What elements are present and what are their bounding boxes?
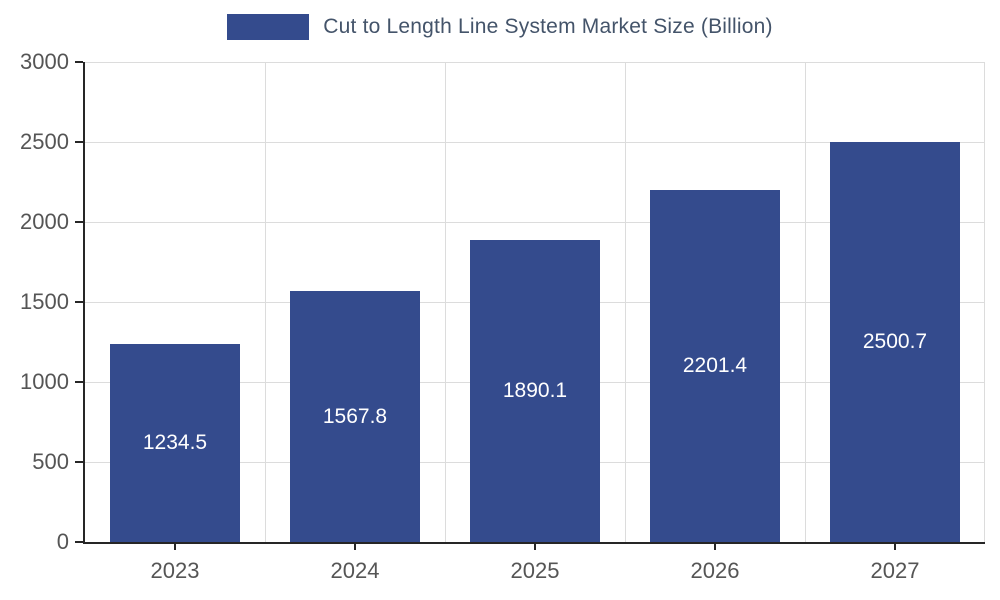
x-tick-mark	[174, 542, 176, 550]
bar-value-label: 2500.7	[862, 329, 928, 353]
bar: 2201.4	[650, 189, 780, 542]
plot-area: 1234.5 1567.8 1890.1 2201.4 2500.7	[83, 61, 985, 544]
bar-value-label: 1234.5	[142, 431, 208, 455]
y-tick-label: 2000	[20, 209, 69, 234]
y-tick-label: 1500	[20, 289, 69, 314]
v-gridline	[444, 62, 446, 542]
legend-swatch	[227, 14, 310, 40]
y-tick-label: 1000	[20, 369, 69, 394]
v-gridline	[984, 62, 985, 542]
x-tick-mark	[534, 542, 536, 550]
chart-legend: Cut to Length Line System Market Size (B…	[0, 14, 1000, 40]
bar: 1567.8	[290, 291, 420, 542]
v-gridline	[264, 62, 266, 542]
x-tick-label: 2027	[870, 558, 920, 583]
x-tick-mark	[894, 542, 896, 550]
x-tick-mark	[354, 542, 356, 550]
h-gridline	[85, 141, 985, 143]
bar: 1890.1	[470, 239, 600, 542]
h-gridline	[85, 61, 985, 63]
x-tick-label: 2024	[330, 558, 380, 583]
y-tick-mark	[75, 61, 83, 63]
y-tick-mark	[75, 301, 83, 303]
y-tick-mark	[75, 141, 83, 143]
x-tick-label: 2025	[510, 558, 560, 583]
y-tick-mark	[75, 461, 83, 463]
y-tick-mark	[75, 221, 83, 223]
chart-title: Cut to Length Line System Market Size (B…	[323, 15, 773, 38]
y-tick-label: 3000	[20, 49, 69, 74]
x-tick-label: 2026	[690, 558, 740, 583]
bar-value-label: 1890.1	[502, 378, 568, 402]
bar: 1234.5	[110, 344, 240, 542]
x-tick-label: 2023	[150, 558, 200, 583]
y-tick-mark	[75, 381, 83, 383]
bar-value-label: 2201.4	[682, 353, 748, 377]
y-tick-label: 0	[56, 529, 69, 554]
bar: 2500.7	[830, 141, 960, 542]
v-gridline	[624, 62, 626, 542]
bar-value-label: 1567.8	[322, 404, 388, 428]
y-axis-line	[83, 62, 85, 542]
y-tick-label: 2500	[20, 129, 69, 154]
y-tick-label: 500	[32, 449, 69, 474]
x-tick-mark	[714, 542, 716, 550]
y-tick-mark	[75, 541, 83, 543]
h-gridline	[85, 221, 985, 223]
v-gridline	[804, 62, 806, 542]
